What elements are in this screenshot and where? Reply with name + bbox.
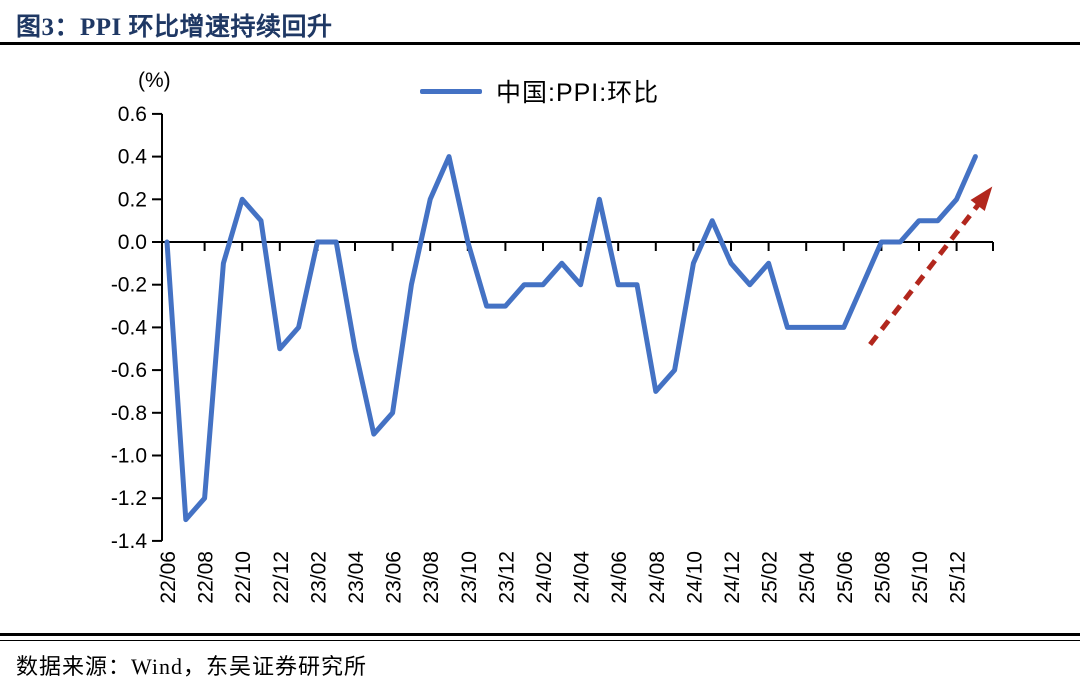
y-tick-label: -1.0 bbox=[111, 445, 147, 468]
x-tick-label: 23/04 bbox=[345, 551, 368, 604]
footer-divider-thin bbox=[0, 640, 1080, 641]
figure-title: 图3：PPI 环比增速持续回升 bbox=[16, 14, 333, 41]
x-tick-label: 25/12 bbox=[947, 551, 970, 604]
y-tick-label: -1.2 bbox=[111, 487, 147, 510]
y-tick-label: 0.2 bbox=[118, 188, 147, 211]
x-tick-label: 22/08 bbox=[195, 551, 218, 604]
ppi-series-line bbox=[164, 154, 978, 523]
x-tick-label: 23/02 bbox=[307, 551, 330, 604]
x-tick-label: 22/06 bbox=[157, 551, 180, 604]
trend-arrow-head bbox=[970, 186, 993, 211]
y-tick-label: -0.8 bbox=[111, 402, 147, 425]
x-tick-label: 23/08 bbox=[420, 551, 443, 604]
x-tick-label: 24/06 bbox=[608, 551, 631, 604]
data-source: 数据来源：Wind，东吴证券研究所 bbox=[16, 654, 367, 679]
x-tick-label: 25/04 bbox=[796, 551, 819, 604]
ppi-mom-line-chart: (%) 中国:PPI:环比 0.6 0.4 0.2 0.0 -0.2 -0.4 -0.6 -0… bbox=[0, 45, 1080, 633]
footer-divider-thick bbox=[0, 633, 1080, 636]
x-tick-label: 24/10 bbox=[683, 551, 706, 604]
x-tick-label: 24/02 bbox=[533, 551, 556, 604]
legend-line-swatch bbox=[420, 88, 482, 94]
line-chart-canvas: 0.6 0.4 0.2 0.0 -0.2 -0.4 -0.6 -0.8 -1.0 -1.2 -1.4… bbox=[111, 103, 994, 604]
chart-legend: 中国:PPI:环比 bbox=[420, 73, 659, 109]
y-tick-label: -1.4 bbox=[111, 530, 148, 553]
x-tick-label: 25/02 bbox=[759, 551, 782, 604]
x-tick-label: 25/06 bbox=[834, 551, 857, 604]
y-axis-unit-label: (%) bbox=[138, 69, 171, 92]
x-tick-label: 25/10 bbox=[909, 551, 932, 604]
figure-header: 图3：PPI 环比增速持续回升 bbox=[0, 0, 1080, 42]
x-tick-label: 23/06 bbox=[383, 551, 406, 604]
x-tick-label: 24/12 bbox=[721, 551, 744, 604]
y-tick-label: 0.4 bbox=[118, 146, 148, 169]
x-tick-label: 22/12 bbox=[270, 551, 293, 604]
x-tick-label: 22/10 bbox=[232, 551, 255, 604]
legend-series-label: 中国:PPI:环比 bbox=[496, 79, 660, 107]
x-tick-label: 23/10 bbox=[458, 551, 481, 604]
y-tick-label: -0.2 bbox=[111, 274, 147, 297]
x-tick-label: 23/12 bbox=[495, 551, 518, 604]
y-tick-label: 0.0 bbox=[118, 231, 147, 254]
y-tick-label: -0.6 bbox=[111, 359, 147, 382]
title-divider bbox=[0, 42, 1080, 45]
y-tick-label: -0.4 bbox=[111, 316, 148, 339]
x-tick-label: 25/08 bbox=[871, 551, 894, 604]
x-tick-label: 24/04 bbox=[571, 551, 594, 604]
y-tick-label: 0.6 bbox=[118, 103, 147, 126]
x-tick-label: 24/08 bbox=[646, 551, 669, 604]
